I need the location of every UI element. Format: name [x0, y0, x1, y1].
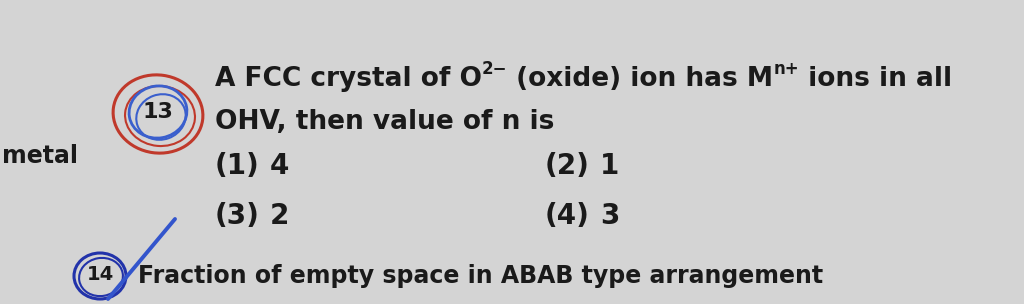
Text: (3): (3)	[215, 202, 260, 230]
Text: Fraction of empty space in ABAB type arrangement: Fraction of empty space in ABAB type arr…	[138, 264, 823, 288]
Text: 1: 1	[600, 152, 620, 180]
Text: (1): (1)	[215, 152, 260, 180]
Text: 13: 13	[142, 102, 173, 122]
Text: (4): (4)	[545, 202, 590, 230]
Text: 2: 2	[270, 202, 290, 230]
Text: 3: 3	[600, 202, 620, 230]
Text: OHV, then value of n is: OHV, then value of n is	[215, 109, 554, 135]
Text: 2−: 2−	[482, 60, 508, 78]
Text: (oxide) ion has M: (oxide) ion has M	[508, 66, 773, 92]
Text: ions in all: ions in all	[799, 66, 952, 92]
Text: A FCC crystal of O: A FCC crystal of O	[215, 66, 482, 92]
Text: n+: n+	[773, 60, 799, 78]
Text: 4: 4	[270, 152, 290, 180]
Text: (2): (2)	[545, 152, 590, 180]
Text: metal: metal	[2, 144, 78, 168]
Text: 14: 14	[86, 265, 114, 285]
